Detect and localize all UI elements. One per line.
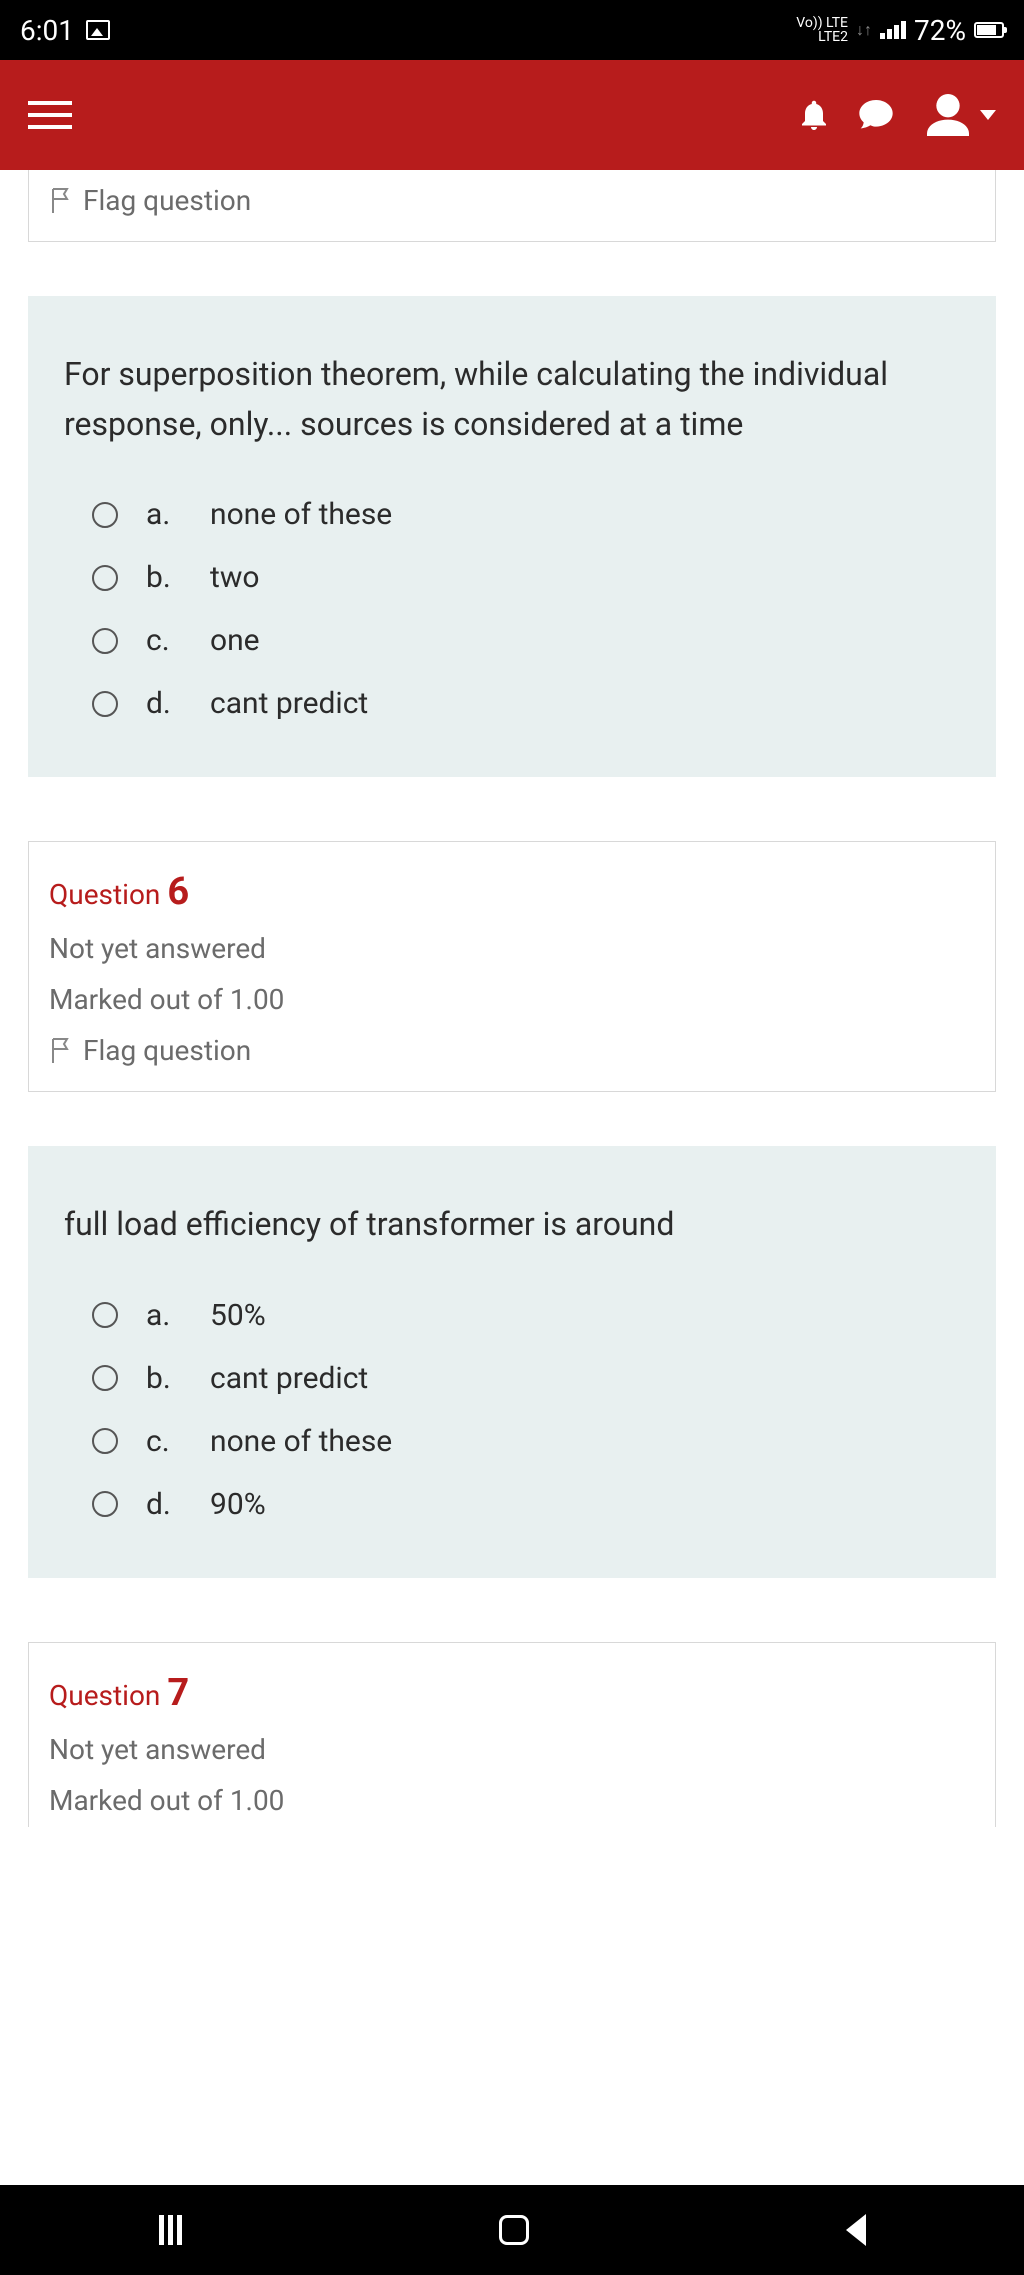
- option-letter: c.: [146, 623, 182, 658]
- flag-icon: [49, 187, 73, 215]
- question-marks: Marked out of 1.00: [49, 1784, 975, 1817]
- battery-percent: 72%: [914, 14, 966, 47]
- radio-icon: [92, 1302, 118, 1328]
- option-a[interactable]: a. 50%: [92, 1298, 960, 1333]
- radio-icon: [92, 565, 118, 591]
- question-info-box: Question 6 Not yet answered Marked out o…: [28, 841, 996, 1092]
- option-letter: d.: [146, 686, 182, 721]
- screenshot-icon: [86, 20, 110, 40]
- flag-icon: [49, 1037, 73, 1065]
- app-header: [0, 60, 1024, 170]
- user-menu[interactable]: [920, 87, 996, 143]
- option-c[interactable]: c. none of these: [92, 1424, 960, 1459]
- flag-label: Flag question: [83, 184, 251, 217]
- option-letter: a.: [146, 497, 182, 532]
- option-text: 90%: [210, 1487, 266, 1522]
- option-letter: a.: [146, 1298, 182, 1333]
- question-body: For superposition theorem, while calcula…: [28, 296, 996, 777]
- question-label: Question 7: [49, 1671, 975, 1715]
- radio-icon: [92, 1428, 118, 1454]
- signal-icon: [880, 21, 906, 39]
- option-text: one: [210, 623, 260, 658]
- network-top: Vo)) LTE: [796, 16, 848, 30]
- question-body: full load efficiency of transformer is a…: [28, 1146, 996, 1578]
- option-letter: b.: [146, 1361, 182, 1396]
- question-status: Not yet answered: [49, 932, 975, 965]
- option-letter: d.: [146, 1487, 182, 1522]
- option-text: cant predict: [210, 686, 368, 721]
- header-icons: [796, 87, 996, 143]
- option-text: cant predict: [210, 1361, 368, 1396]
- flag-question-link[interactable]: Flag question: [28, 170, 996, 242]
- battery-icon: [974, 22, 1004, 38]
- option-a[interactable]: a. none of these: [92, 497, 960, 532]
- option-letter: c.: [146, 1424, 182, 1459]
- status-time: 6:01: [20, 14, 74, 47]
- recent-apps-button[interactable]: [159, 2215, 182, 2245]
- question-status: Not yet answered: [49, 1733, 975, 1766]
- option-d[interactable]: d. 90%: [92, 1487, 960, 1522]
- options-list: a. 50% b. cant predict c. none of these …: [64, 1298, 960, 1522]
- network-bottom: LTE2: [796, 30, 848, 44]
- android-nav-bar: [0, 2185, 1024, 2275]
- radio-icon: [92, 1491, 118, 1517]
- data-arrows-icon: ↓↑: [856, 20, 872, 40]
- question-label: Question 6: [49, 870, 975, 914]
- network-indicator: Vo)) LTE LTE2: [796, 16, 848, 44]
- options-list: a. none of these b. two c. one d. cant p…: [64, 497, 960, 721]
- user-icon: [920, 87, 976, 143]
- question-info-box: Question 7 Not yet answered Marked out o…: [28, 1642, 996, 1827]
- status-right: Vo)) LTE LTE2 ↓↑ 72%: [796, 14, 1004, 47]
- option-b[interactable]: b. cant predict: [92, 1361, 960, 1396]
- question-number: 6: [167, 870, 189, 914]
- home-button[interactable]: [499, 2215, 529, 2245]
- option-b[interactable]: b. two: [92, 560, 960, 595]
- radio-icon: [92, 628, 118, 654]
- question-marks: Marked out of 1.00: [49, 983, 975, 1016]
- back-button[interactable]: [846, 2214, 866, 2246]
- content-area: Flag question For superposition theorem,…: [0, 170, 1024, 1827]
- question-text: full load efficiency of transformer is a…: [64, 1200, 960, 1250]
- bell-icon[interactable]: [796, 97, 832, 133]
- chevron-down-icon: [980, 110, 996, 120]
- option-text: 50%: [210, 1298, 266, 1333]
- radio-icon: [92, 502, 118, 528]
- flag-label: Flag question: [83, 1034, 251, 1067]
- option-text: two: [210, 560, 259, 595]
- hamburger-menu-button[interactable]: [28, 101, 72, 129]
- flag-question-link[interactable]: Flag question: [49, 1034, 975, 1067]
- status-left: 6:01: [20, 14, 110, 47]
- question-number: 7: [167, 1671, 189, 1715]
- radio-icon: [92, 691, 118, 717]
- option-letter: b.: [146, 560, 182, 595]
- option-text: none of these: [210, 1424, 392, 1459]
- option-d[interactable]: d. cant predict: [92, 686, 960, 721]
- status-bar: 6:01 Vo)) LTE LTE2 ↓↑ 72%: [0, 0, 1024, 60]
- radio-icon: [92, 1365, 118, 1391]
- question-text: For superposition theorem, while calcula…: [64, 350, 960, 449]
- option-c[interactable]: c. one: [92, 623, 960, 658]
- option-text: none of these: [210, 497, 392, 532]
- chat-icon[interactable]: [856, 95, 896, 135]
